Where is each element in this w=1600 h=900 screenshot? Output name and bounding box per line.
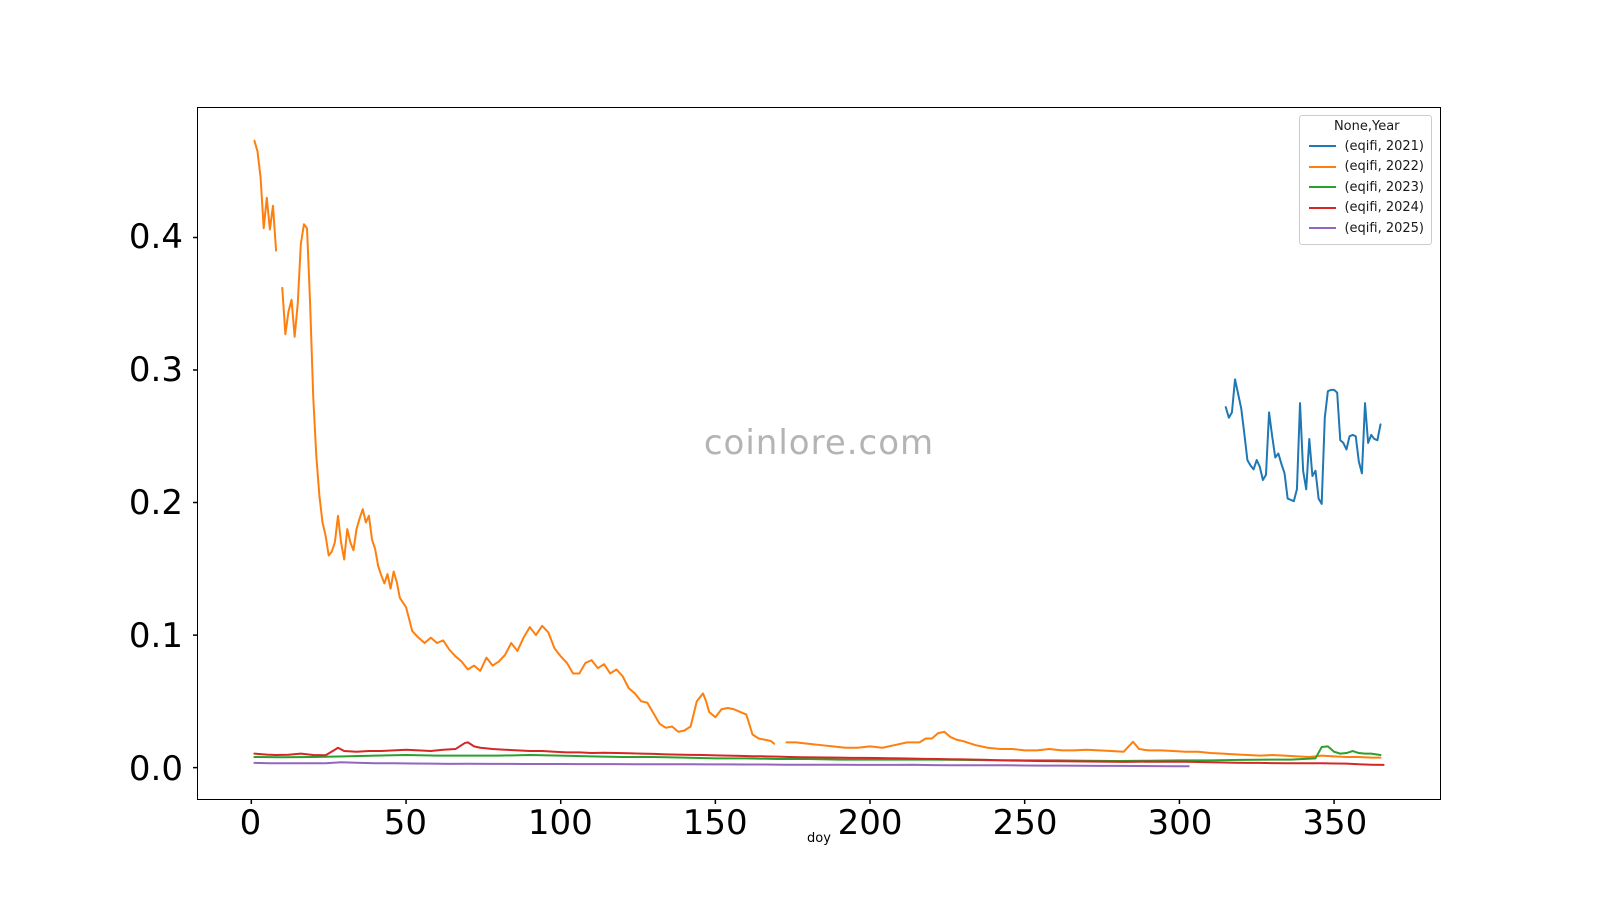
series-line-2025 <box>253 761 1190 768</box>
x-tick-label: 0 <box>239 803 262 843</box>
axis-tick-marks <box>193 236 1335 804</box>
legend-line-swatch <box>1309 227 1337 230</box>
x-tick-label: 50 <box>383 803 427 843</box>
x-tick-label: 250 <box>992 803 1058 843</box>
x-tick-label: 350 <box>1302 803 1368 843</box>
x-tick-label: 300 <box>1147 803 1213 843</box>
legend-line-swatch <box>1309 165 1337 168</box>
y-tick-label: 0.2 <box>128 482 183 523</box>
legend-label: (eqifi, 2025) <box>1344 220 1424 236</box>
legend-item-2024: (eqifi, 2024) <box>1309 198 1424 219</box>
legend: None,Year (eqifi, 2021) (eqifi, 2022) (eqi… <box>1299 115 1432 245</box>
legend-title: None,Year <box>1333 119 1400 134</box>
y-tick-label: 0.4 <box>128 216 183 257</box>
y-tick-label: 0.0 <box>128 748 183 789</box>
legend-line-swatch <box>1309 206 1337 209</box>
plot-area: coinlore.com None,Year (eqifi, 2021) (eqi… <box>193 107 1441 804</box>
series-line-2022 <box>253 139 1382 759</box>
series-line-2021 <box>1224 378 1382 505</box>
legend-item-2021: (eqifi, 2021) <box>1309 136 1424 157</box>
legend-item-2022: (eqifi, 2022) <box>1309 157 1424 178</box>
series-line-2024 <box>253 741 1385 766</box>
y-tick-label: 0.1 <box>128 615 183 656</box>
legend-item-2025: (eqifi, 2025) <box>1309 218 1424 239</box>
legend-label: (eqifi, 2022) <box>1344 159 1424 175</box>
legend-line-swatch <box>1309 186 1337 189</box>
legend-items: (eqifi, 2021) (eqifi, 2022) (eqifi, 2023) (… <box>1309 136 1424 239</box>
x-tick-label: 100 <box>527 803 593 843</box>
legend-label: (eqifi, 2024) <box>1344 200 1424 216</box>
legend-label: (eqifi, 2023) <box>1344 179 1424 195</box>
legend-line-swatch <box>1309 145 1337 148</box>
legend-label: (eqifi, 2021) <box>1344 138 1424 154</box>
x-tick-label: 150 <box>682 803 748 843</box>
plot-svg <box>193 139 1385 804</box>
legend-item-2023: (eqifi, 2023) <box>1309 177 1424 198</box>
y-tick-label: 0.3 <box>128 349 183 390</box>
x-axis-label: doy <box>807 831 831 846</box>
x-tick-label: 200 <box>837 803 903 843</box>
